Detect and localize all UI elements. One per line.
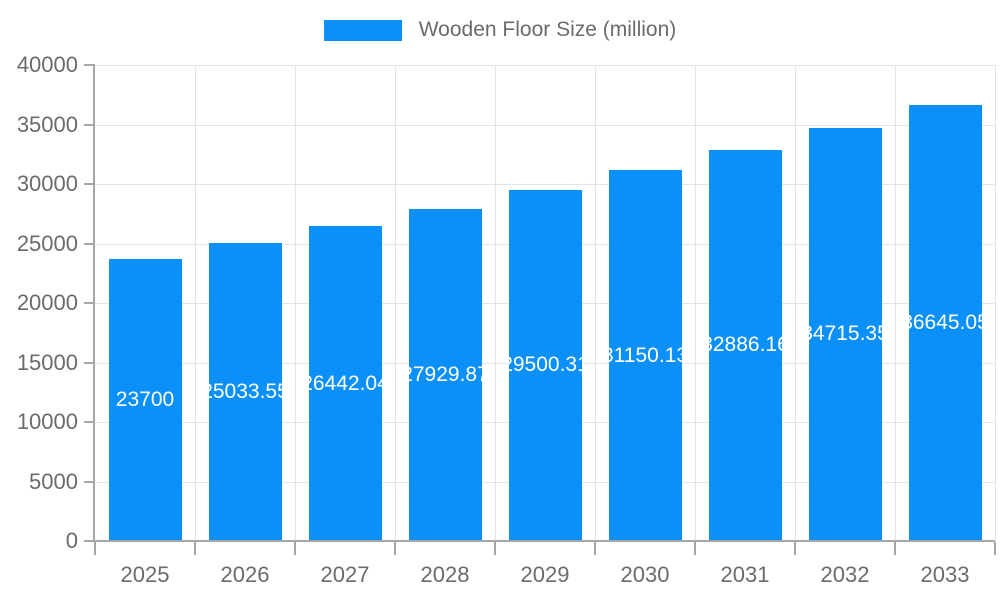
legend-item[interactable]: Wooden Floor Size (million) <box>0 18 1000 42</box>
y-axis-label-20000: 20000 <box>16 290 78 315</box>
bar-2025[interactable]: 23700 <box>108 258 182 541</box>
x-axis-label-2030: 2030 <box>620 562 670 587</box>
x-gridline-9 <box>995 65 996 541</box>
x-axis-label-2029: 2029 <box>520 562 570 587</box>
y-axis-label-30000: 30000 <box>16 171 78 196</box>
x-axis-tick-3 <box>394 542 396 555</box>
y-axis-label-0: 0 <box>65 528 78 553</box>
x-gridline-6 <box>695 65 696 541</box>
x-axis-label-2028: 2028 <box>420 562 470 587</box>
x-gridline-7 <box>795 65 796 541</box>
x-axis-tick-7 <box>794 542 796 555</box>
x-axis-tick-8 <box>894 542 896 555</box>
y-axis-tick-40000 <box>84 64 95 66</box>
bar-value-label-2032: 34715.35 <box>809 322 882 346</box>
x-axis-tick-9 <box>994 542 996 555</box>
y-axis-label-40000: 40000 <box>16 52 78 77</box>
x-axis-label-2025: 2025 <box>120 562 170 587</box>
plot-area: 23700 25033.55 26442.04 27929.87 29500.31 311… <box>95 65 996 541</box>
bar-2026[interactable]: 25033.55 <box>208 243 282 541</box>
y-axis-tick-25000 <box>84 242 95 245</box>
bar-2029[interactable]: 29500.31 <box>508 189 582 541</box>
bar-value-label-2026: 25033.55 <box>209 380 282 404</box>
y-gridline-30000 <box>95 184 995 185</box>
x-axis-tick-5 <box>594 542 596 555</box>
bar-2027[interactable]: 26442.04 <box>308 226 382 541</box>
x-axis-label-2026: 2026 <box>220 562 270 587</box>
x-gridline-3 <box>395 65 396 541</box>
y-axis-label-5000: 5000 <box>29 468 78 494</box>
y-axis-tick-35000 <box>84 123 95 126</box>
x-axis-label-2033: 2033 <box>920 562 970 587</box>
bar-2028[interactable]: 27929.87 <box>408 208 482 541</box>
y-gridline-40000 <box>95 65 995 66</box>
x-gridline-5 <box>595 65 596 541</box>
x-gridline-4 <box>495 65 496 541</box>
bar-value-label-2027: 26442.04 <box>309 371 382 395</box>
bar-2031[interactable]: 32886.16 <box>708 149 782 541</box>
y-axis-tick-10000 <box>84 421 95 423</box>
x-axis-line <box>95 540 995 542</box>
x-gridline-1 <box>195 65 196 541</box>
x-axis-label-2031: 2031 <box>720 562 770 587</box>
bar-2032[interactable]: 34715.35 <box>808 127 882 541</box>
x-axis-tick-0 <box>94 542 96 555</box>
y-axis-label-15000: 15000 <box>16 349 78 375</box>
y-axis-label-10000: 10000 <box>16 409 78 434</box>
x-axis-tick-1 <box>194 542 196 555</box>
x-axis-label-2027: 2027 <box>320 562 370 587</box>
bar-value-label-2025: 23700 <box>115 387 175 411</box>
x-axis-tick-4 <box>494 542 496 555</box>
y-axis-tick-0 <box>84 540 95 542</box>
bar-value-label-2029: 29500.31 <box>509 353 582 377</box>
x-axis-tick-2 <box>294 542 296 555</box>
y-gridline-35000 <box>95 124 995 126</box>
legend-label: Wooden Floor Size (million) <box>418 18 677 41</box>
x-axis-label-2032: 2032 <box>820 562 870 587</box>
x-gridline-8 <box>895 65 896 541</box>
y-axis-tick-5000 <box>84 480 95 483</box>
y-axis-tick-15000 <box>84 361 95 364</box>
bar-value-label-2031: 32886.16 <box>709 333 782 357</box>
y-axis-tick-30000 <box>84 183 95 185</box>
y-axis-tick-20000 <box>84 302 95 304</box>
y-axis-label-25000: 25000 <box>16 230 78 256</box>
y-axis-label-35000: 35000 <box>16 111 78 137</box>
bar-value-label-2028: 27929.87 <box>409 362 482 386</box>
legend-swatch <box>323 19 402 41</box>
x-gridline-2 <box>295 65 296 541</box>
x-axis-tick-6 <box>694 542 696 555</box>
